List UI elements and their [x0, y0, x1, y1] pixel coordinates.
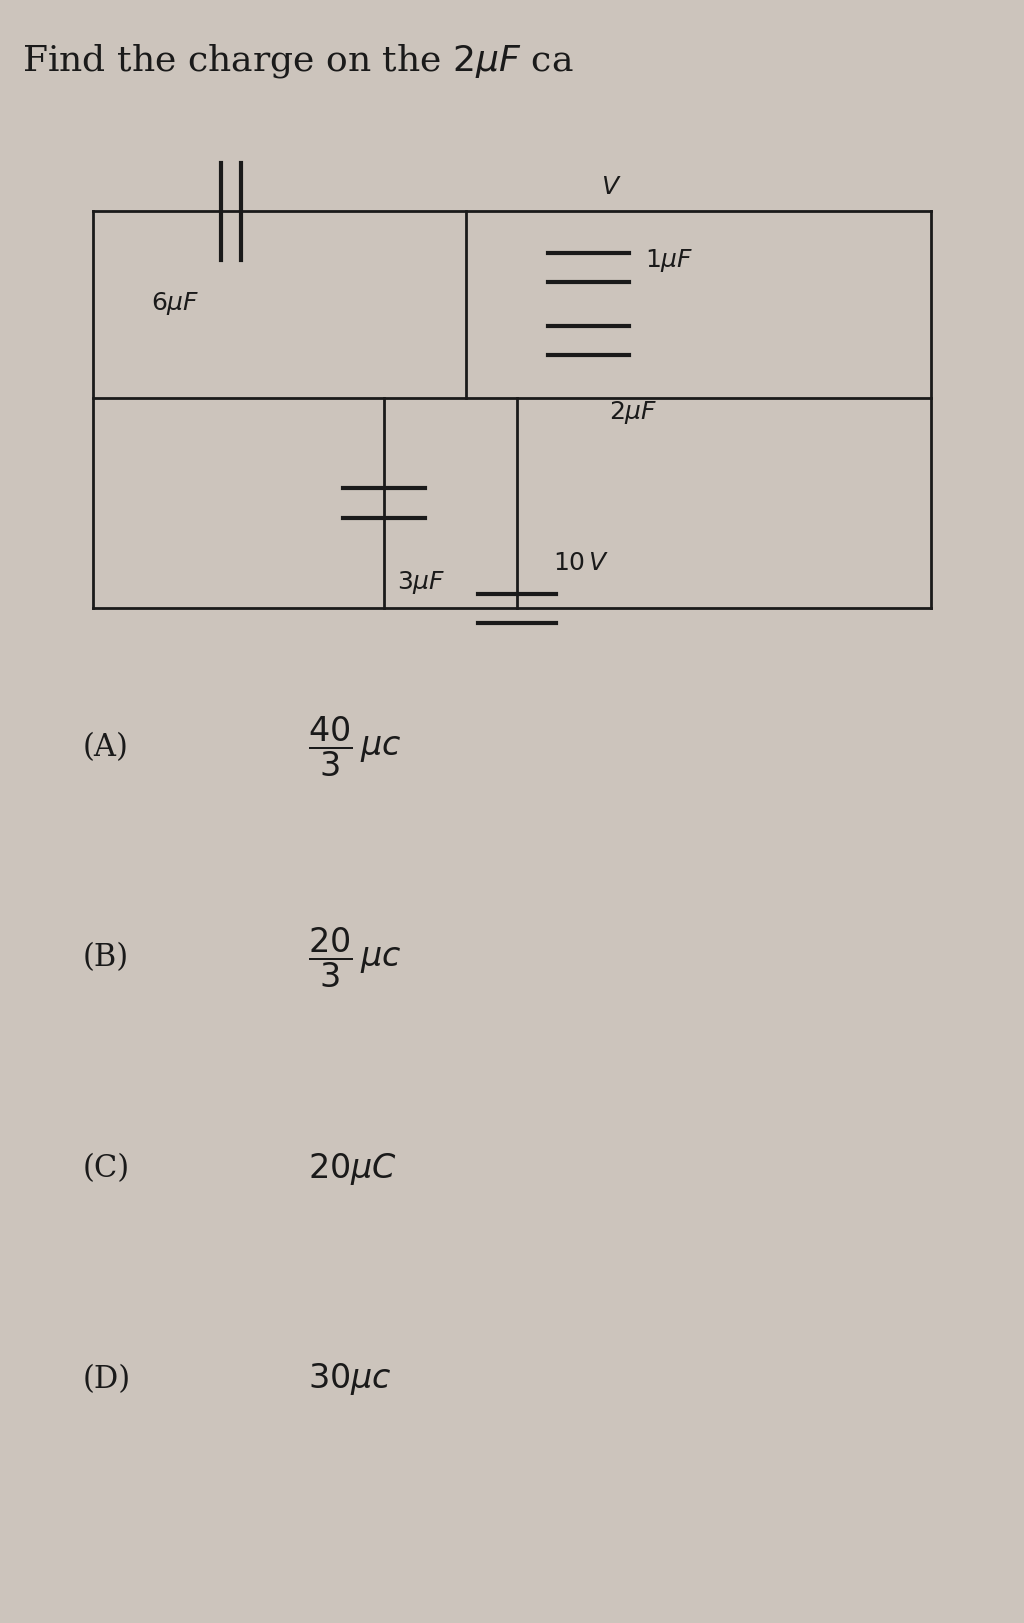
- Text: $30\mu c$: $30\mu c$: [308, 1360, 391, 1396]
- Text: (A): (A): [83, 732, 129, 763]
- Text: (C): (C): [83, 1152, 130, 1183]
- Text: $3\mu F$: $3\mu F$: [396, 568, 445, 596]
- Text: $20\mu C$: $20\mu C$: [308, 1151, 396, 1186]
- Text: $10\,V$: $10\,V$: [553, 552, 609, 575]
- Text: $1\mu F$: $1\mu F$: [645, 247, 693, 274]
- Text: $6\mu F$: $6\mu F$: [151, 291, 200, 316]
- Text: Find the charge on the $2\mu F$ ca: Find the charge on the $2\mu F$ ca: [22, 42, 573, 80]
- Text: $\dfrac{40}{3}\,\mu c$: $\dfrac{40}{3}\,\mu c$: [308, 714, 401, 779]
- Text: $V$: $V$: [601, 175, 622, 200]
- Text: $\dfrac{20}{3}\,\mu c$: $\dfrac{20}{3}\,\mu c$: [308, 925, 401, 990]
- Text: $2\mu F$: $2\mu F$: [609, 398, 657, 425]
- Text: (D): (D): [83, 1363, 131, 1394]
- Text: (B): (B): [83, 941, 129, 972]
